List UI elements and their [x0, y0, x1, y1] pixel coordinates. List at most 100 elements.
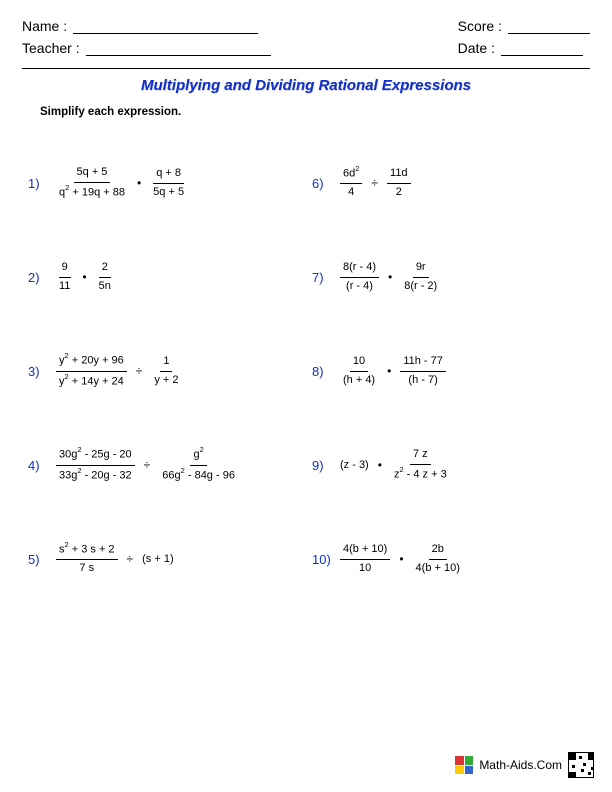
problem-7: 7) 8(r - 4) (r - 4) • 9r 8(r - 2)	[306, 230, 590, 324]
fraction-b: g2 66g2 - 84g - 96	[159, 446, 238, 483]
term-b: (s + 1)	[142, 553, 173, 565]
expression: s2 + 3 s + 2 7 s ÷ (s + 1)	[56, 541, 174, 576]
fraction-b: 11d 2	[387, 166, 411, 200]
score-label: Score :	[458, 18, 502, 34]
problem-number: 8)	[312, 364, 340, 379]
fraction-b: q + 8 5q + 5	[150, 166, 187, 200]
expression: (z - 3) • 7 z z2 - 4 z + 3	[340, 447, 450, 482]
denominator: 7 s	[76, 560, 97, 576]
expression: 4(b + 10) 10 • 2b 4(b + 10)	[340, 542, 463, 576]
denominator: 2	[393, 184, 405, 200]
problem-number: 3)	[28, 364, 56, 379]
operator: ÷	[143, 458, 152, 472]
numerator: 9r	[413, 260, 429, 277]
teacher-input-line[interactable]	[86, 42, 271, 56]
date-input-line[interactable]	[501, 42, 583, 56]
problem-2: 2) 9 11 • 2 5n	[22, 230, 306, 324]
worksheet-page: Name : Teacher : Score : Date : Multiply…	[0, 0, 612, 792]
numerator: 5q + 5	[74, 165, 111, 182]
fraction-b: 11h - 77 (h - 7)	[400, 354, 446, 388]
fraction-b: 2b 4(b + 10)	[413, 542, 463, 576]
expression: 30g2 - 25g - 20 33g2 - 20g - 32 ÷ g2 66g…	[56, 446, 238, 483]
problem-number: 9)	[312, 458, 340, 473]
expression: 10 (h + 4) • 11h - 77 (h - 7)	[340, 354, 446, 388]
name-row: Name :	[22, 18, 271, 34]
numerator: y2 + 20y + 96	[56, 352, 127, 371]
header-left: Name : Teacher :	[22, 18, 271, 62]
fraction-b: 9r 8(r - 2)	[401, 260, 440, 294]
numerator: 9	[59, 260, 71, 277]
numerator: 2	[99, 260, 111, 277]
qr-code-icon	[568, 752, 594, 778]
expression: y2 + 20y + 96 y2 + 14y + 24 ÷ 1 y + 2	[56, 352, 181, 389]
problem-5: 5) s2 + 3 s + 2 7 s ÷ (s + 1)	[22, 512, 306, 606]
problem-8: 8) 10 (h + 4) • 11h - 77 (h - 7)	[306, 324, 590, 418]
denominator: 66g2 - 84g - 96	[159, 466, 238, 484]
problem-number: 10)	[312, 552, 340, 567]
numerator: g2	[190, 446, 206, 465]
expression: 9 11 • 2 5n	[56, 260, 114, 294]
score-row: Score :	[458, 18, 590, 34]
problem-number: 5)	[28, 552, 56, 567]
operator: •	[377, 458, 383, 472]
header-divider	[22, 68, 590, 69]
score-input-line[interactable]	[508, 20, 590, 34]
denominator: 11	[56, 278, 73, 294]
denominator: 4	[345, 184, 357, 200]
teacher-label: Teacher :	[22, 40, 80, 56]
problem-6: 6) 6d2 4 ÷ 11d 2	[306, 136, 590, 230]
denominator: (h - 7)	[405, 372, 440, 388]
fraction-a: 5q + 5 q2 + 19q + 88	[56, 165, 128, 200]
problems-grid: 1) 5q + 5 q2 + 19q + 88 • q + 8 5q + 5 2…	[22, 136, 590, 606]
numerator: 30g2 - 25g - 20	[56, 446, 135, 465]
denominator: 5n	[96, 278, 114, 294]
problem-number: 4)	[28, 458, 56, 473]
problem-9: 9) (z - 3) • 7 z z2 - 4 z + 3	[306, 418, 590, 512]
denominator: q2 + 19q + 88	[56, 183, 128, 201]
numerator: 4(b + 10)	[340, 542, 390, 559]
numerator: q + 8	[153, 166, 184, 183]
date-label: Date :	[458, 40, 495, 56]
denominator: y + 2	[151, 372, 181, 388]
date-row: Date :	[458, 40, 590, 56]
fraction-a: s2 + 3 s + 2 7 s	[56, 541, 118, 576]
denominator: 33g2 - 20g - 32	[56, 466, 135, 484]
fraction-b: 2 5n	[96, 260, 114, 294]
fraction-b: 1 y + 2	[151, 354, 181, 388]
numerator: s2 + 3 s + 2	[56, 541, 118, 560]
fraction-a: y2 + 20y + 96 y2 + 14y + 24	[56, 352, 127, 389]
problem-10: 10) 4(b + 10) 10 • 2b 4(b + 10)	[306, 512, 590, 606]
fraction-a: 30g2 - 25g - 20 33g2 - 20g - 32	[56, 446, 135, 483]
problem-4: 4) 30g2 - 25g - 20 33g2 - 20g - 32 ÷ g2 …	[22, 418, 306, 512]
numerator: 10	[350, 354, 368, 371]
problem-3: 3) y2 + 20y + 96 y2 + 14y + 24 ÷ 1 y + 2	[22, 324, 306, 418]
problem-number: 6)	[312, 176, 340, 191]
expression: 5q + 5 q2 + 19q + 88 • q + 8 5q + 5	[56, 165, 187, 200]
denominator: 5q + 5	[150, 184, 187, 200]
numerator: 8(r - 4)	[340, 260, 379, 277]
denominator: 10	[356, 560, 374, 576]
header: Name : Teacher : Score : Date :	[22, 18, 590, 62]
expression: 6d2 4 ÷ 11d 2	[340, 165, 411, 200]
operator: •	[398, 552, 404, 566]
numerator: 11d	[387, 166, 411, 183]
instructions: Simplify each expression.	[40, 106, 590, 118]
problem-number: 1)	[28, 176, 56, 191]
numerator: 1	[160, 354, 172, 371]
right-column: 6) 6d2 4 ÷ 11d 2 7) 8(r -	[306, 136, 590, 606]
denominator: y2 + 14y + 24	[56, 372, 127, 390]
denominator: z2 - 4 z + 3	[391, 465, 450, 483]
header-right: Score : Date :	[458, 18, 590, 62]
problem-1: 1) 5q + 5 q2 + 19q + 88 • q + 8 5q + 5	[22, 136, 306, 230]
term-a: (z - 3)	[340, 459, 369, 471]
fraction-a: 6d2 4	[340, 165, 362, 200]
problem-number: 2)	[28, 270, 56, 285]
footer-site: Math-Aids.Com	[479, 758, 562, 772]
fraction-b: 7 z z2 - 4 z + 3	[391, 447, 450, 482]
fraction-a: 8(r - 4) (r - 4)	[340, 260, 379, 294]
left-column: 1) 5q + 5 q2 + 19q + 88 • q + 8 5q + 5 2…	[22, 136, 306, 606]
numerator: 2b	[429, 542, 447, 559]
fraction-a: 10 (h + 4)	[340, 354, 378, 388]
name-input-line[interactable]	[73, 20, 258, 34]
denominator: (r - 4)	[343, 278, 376, 294]
